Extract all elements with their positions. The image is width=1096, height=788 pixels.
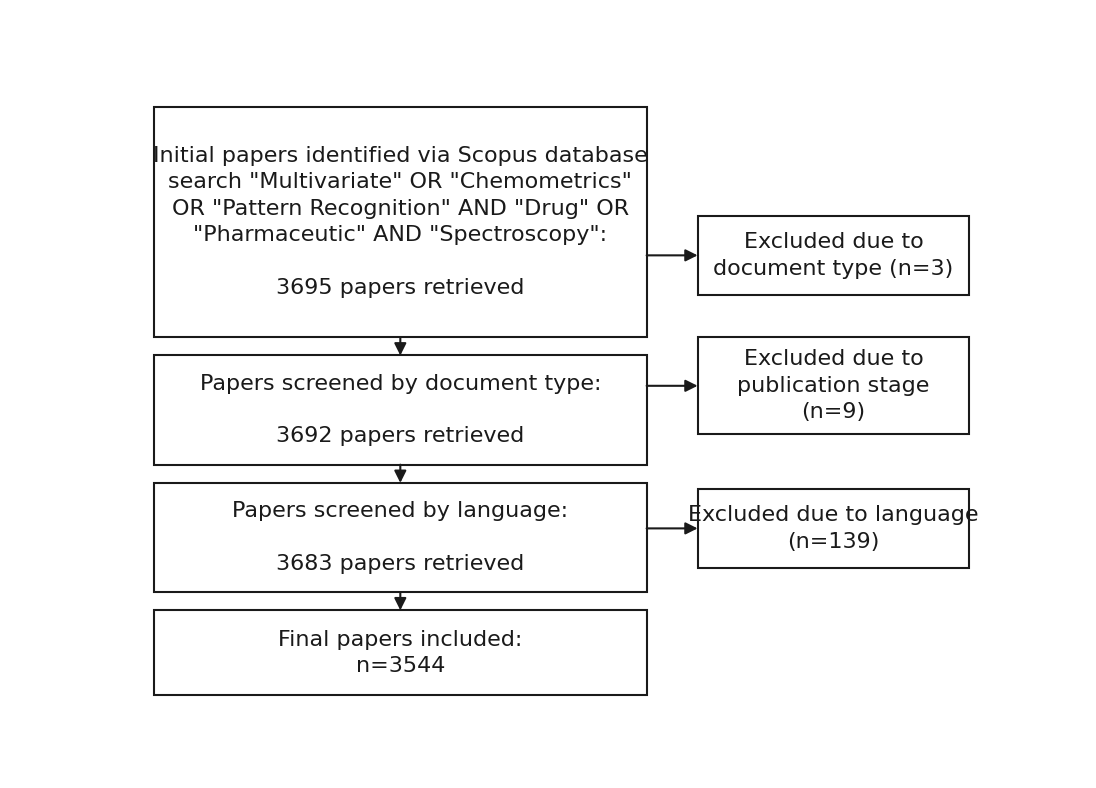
FancyBboxPatch shape: [698, 489, 969, 568]
FancyBboxPatch shape: [153, 483, 647, 592]
FancyBboxPatch shape: [153, 610, 647, 695]
Text: Excluded due to
publication stage
(n=9): Excluded due to publication stage (n=9): [738, 349, 929, 422]
Text: Papers screened by document type:

3692 papers retrieved: Papers screened by document type: 3692 p…: [199, 374, 601, 447]
Text: Excluded due to language
(n=139): Excluded due to language (n=139): [688, 505, 979, 552]
FancyBboxPatch shape: [153, 355, 647, 465]
FancyBboxPatch shape: [698, 337, 969, 434]
Text: Excluded due to
document type (n=3): Excluded due to document type (n=3): [713, 232, 954, 278]
Text: Final papers included:
n=3544: Final papers included: n=3544: [278, 630, 523, 676]
Text: Initial papers identified via Scopus database
search "Multivariate" OR "Chemomet: Initial papers identified via Scopus dat…: [153, 146, 648, 298]
Text: Papers screened by language:

3683 papers retrieved: Papers screened by language: 3683 papers…: [232, 501, 569, 574]
FancyBboxPatch shape: [153, 106, 647, 337]
FancyBboxPatch shape: [698, 216, 969, 295]
